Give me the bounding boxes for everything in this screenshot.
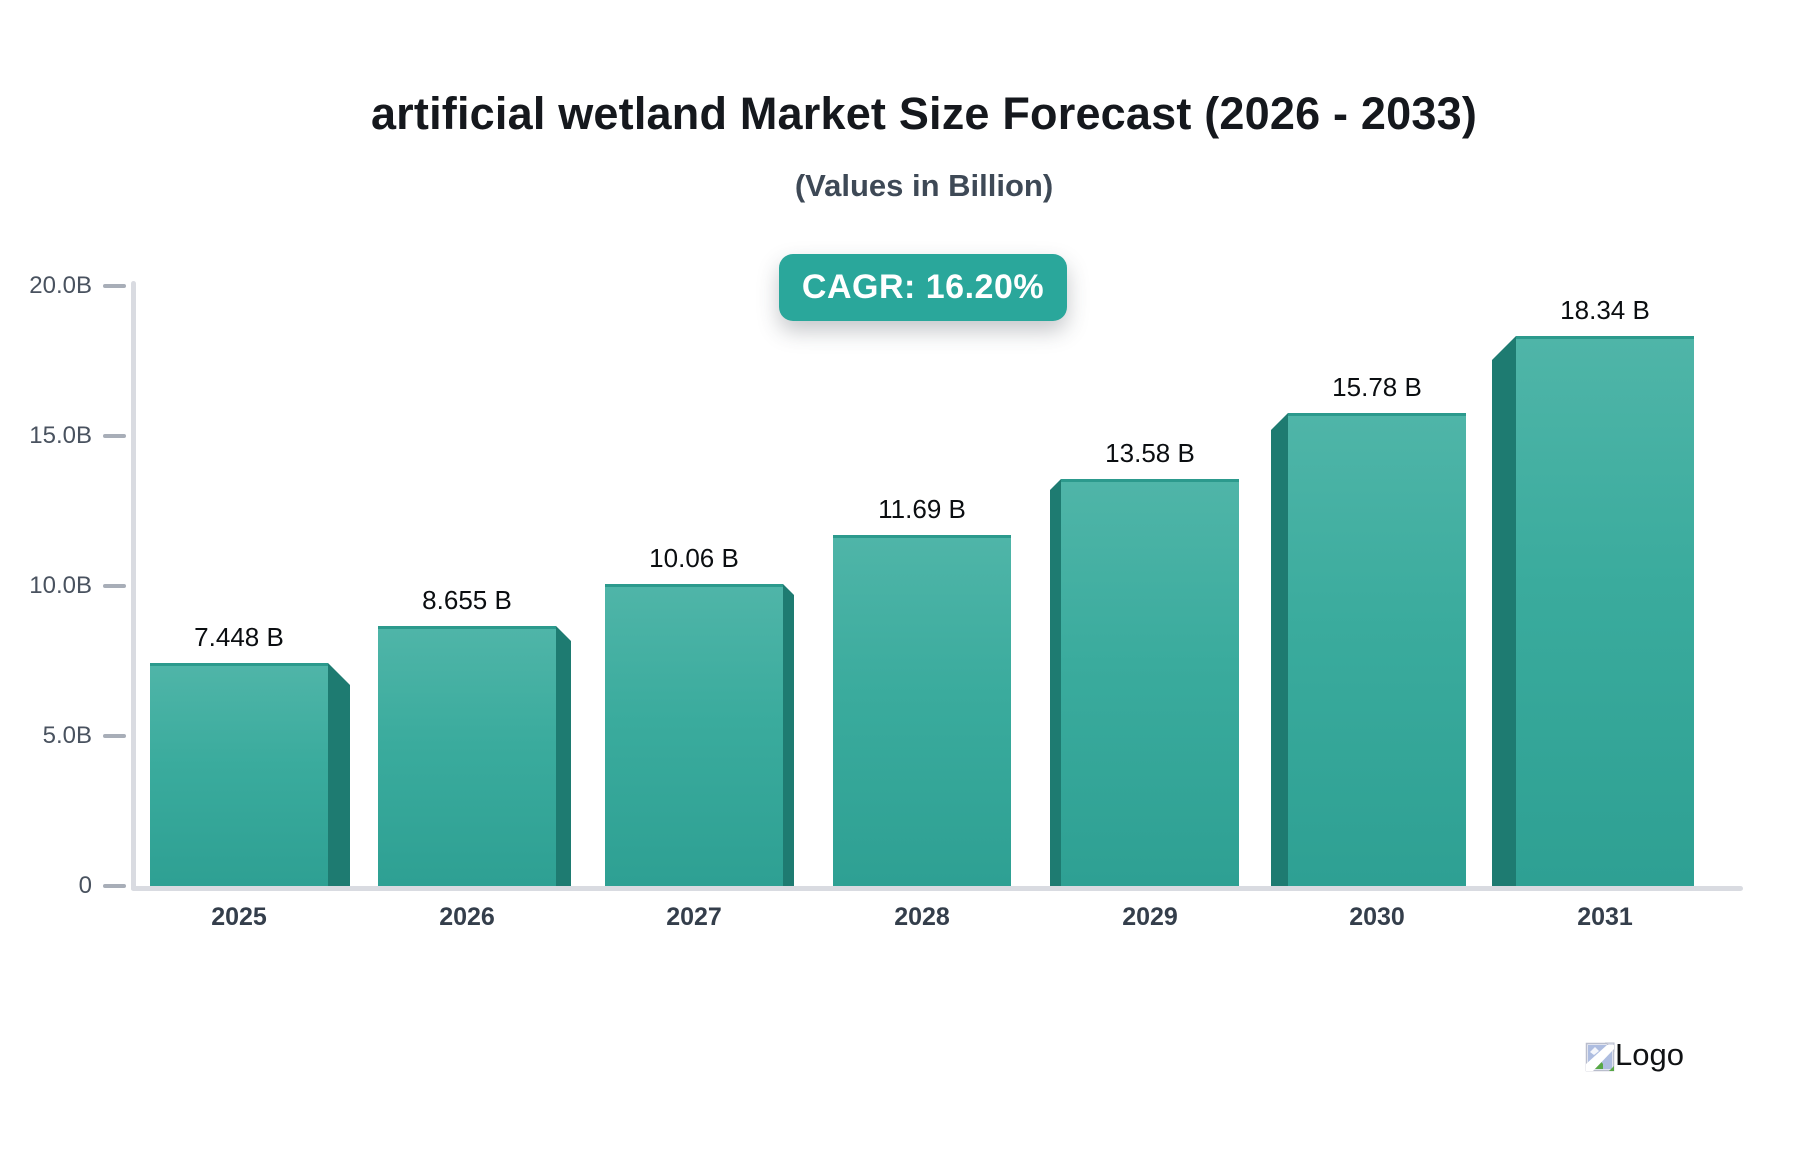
y-tick-mark xyxy=(103,434,126,438)
x-category-label: 2031 xyxy=(1577,903,1633,931)
bar-side-2030 xyxy=(1271,413,1288,886)
y-tick-mark xyxy=(103,284,126,288)
bar-side-2026 xyxy=(556,626,571,886)
chart-title: artificial wetland Market Size Forecast … xyxy=(370,88,1478,139)
x-category-label: 2027 xyxy=(666,903,722,931)
bar-2026 xyxy=(378,626,556,886)
chart-subtitle: (Values in Billion) xyxy=(794,168,1054,203)
bar-value-label: 8.655 B xyxy=(422,585,512,615)
y-tick-label: 10.0B xyxy=(29,572,92,599)
bar-2028 xyxy=(833,535,1011,886)
bar-side-2027 xyxy=(783,584,794,886)
y-tick-mark xyxy=(103,584,126,588)
bar-value-label: 18.34 B xyxy=(1560,295,1650,325)
x-category-label: 2029 xyxy=(1122,903,1178,931)
logo: Logo xyxy=(1585,1038,1684,1072)
x-category-label: 2028 xyxy=(894,903,950,931)
bar-value-label: 11.69 B xyxy=(878,494,966,524)
x-category-label: 2026 xyxy=(439,903,495,931)
bar-side-2029 xyxy=(1050,479,1061,886)
broken-image-icon xyxy=(1585,1042,1615,1072)
y-tick-mark xyxy=(103,884,126,888)
y-tick-label: 15.0B xyxy=(29,422,92,449)
bar-side-2025 xyxy=(328,663,350,886)
x-category-label: 2030 xyxy=(1349,903,1405,931)
y-tick-label: 0 xyxy=(78,872,92,899)
bar-value-label: 10.06 B xyxy=(649,543,739,573)
bar-2029 xyxy=(1061,479,1239,886)
logo-alt-text: Logo xyxy=(1615,1037,1684,1072)
bar-value-label: 15.78 B xyxy=(1332,372,1422,402)
x-axis-line xyxy=(131,886,1743,891)
y-tick-mark xyxy=(103,734,126,738)
x-category-label: 2025 xyxy=(211,903,267,931)
y-tick-label: 20.0B xyxy=(29,272,92,299)
bar-value-label: 7.448 B xyxy=(194,622,284,652)
bar-2025 xyxy=(150,663,328,886)
y-axis-line xyxy=(131,281,136,891)
bar-value-label: 13.58 B xyxy=(1105,438,1195,468)
bar-side-2031 xyxy=(1492,336,1516,886)
bar-2031 xyxy=(1516,336,1694,886)
bar-2027 xyxy=(605,584,783,886)
bar-2030 xyxy=(1288,413,1466,886)
y-tick-label: 5.0B xyxy=(42,722,92,749)
cagr-badge: CAGR: 16.20% xyxy=(779,254,1067,321)
